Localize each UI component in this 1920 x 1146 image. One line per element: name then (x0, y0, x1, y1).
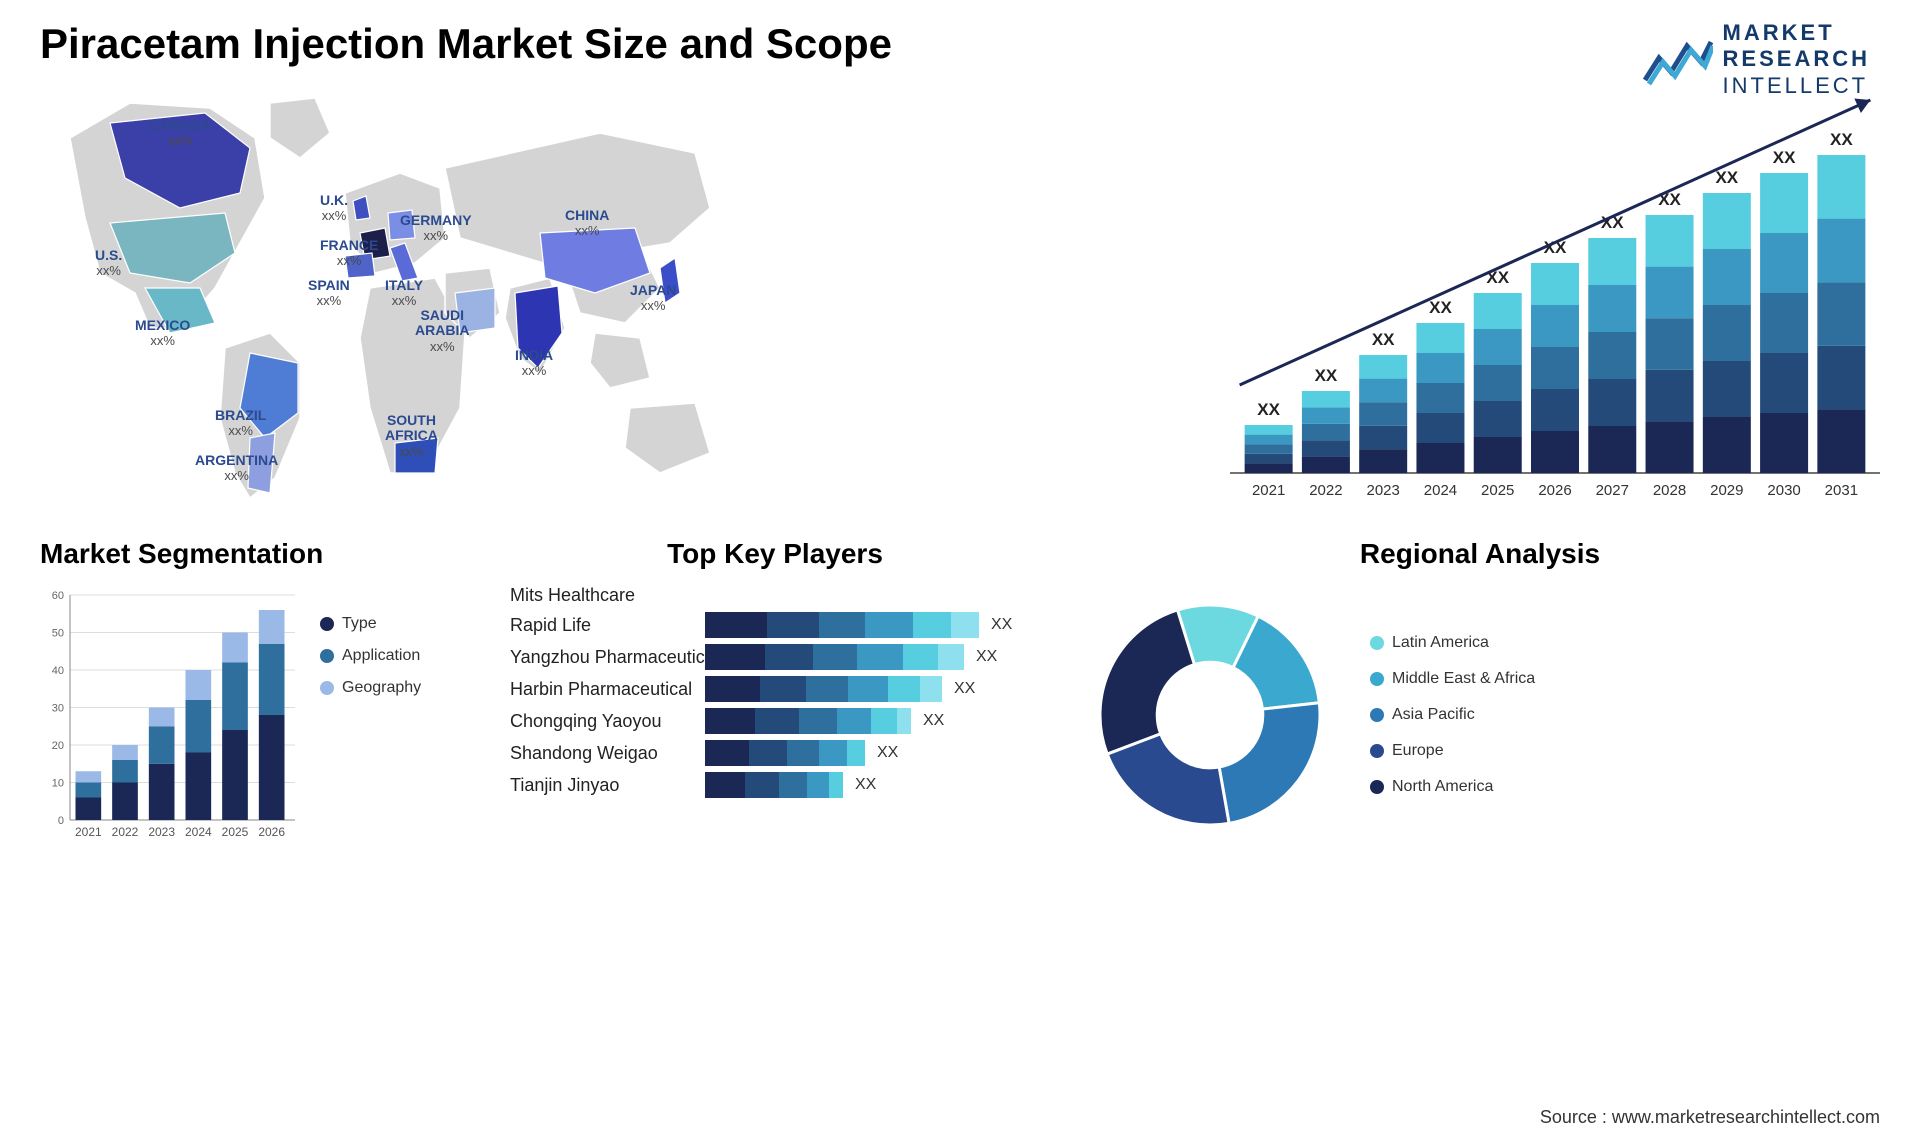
keyplayer-label: Tianjin Jinyao (510, 775, 705, 796)
map-label-mexico: MEXICOxx% (135, 318, 190, 349)
regional-title: Regional Analysis (1080, 538, 1880, 570)
regional-legend-item: Asia Pacific (1370, 706, 1535, 724)
svg-text:2029: 2029 (1710, 482, 1743, 499)
keyplayer-row: Chongqing Yaoyou XX (510, 708, 1040, 734)
segmentation-title: Market Segmentation (40, 538, 470, 570)
svg-text:2027: 2027 (1596, 482, 1629, 499)
svg-text:2022: 2022 (1309, 482, 1342, 499)
svg-text:XX: XX (1773, 148, 1796, 167)
growth-bar-chart: 2021 XX 2022 XX 2023 XX 2024 XX 2025 XX 2026 XX 2027… (1230, 78, 1880, 508)
svg-text:2031: 2031 (1825, 482, 1858, 499)
keyplayer-row: Tianjin Jinyao XX (510, 772, 1040, 798)
keyplayer-label: Harbin Pharmaceutical (510, 679, 705, 700)
keyplayer-row: Mits Healthcare (510, 585, 1040, 606)
svg-text:50: 50 (52, 628, 64, 640)
svg-text:20: 20 (52, 740, 64, 752)
keyplayer-value: XX (855, 776, 876, 794)
map-label-saudiarabia: SAUDIARABIAxx% (415, 308, 469, 354)
map-label-argentina: ARGENTINAxx% (195, 453, 278, 484)
regional-legend-item: Latin America (1370, 634, 1535, 652)
keyplayer-row: Rapid Life XX (510, 612, 1040, 638)
svg-text:XX: XX (1715, 168, 1738, 187)
keyplayer-row: Shandong Weigao XX (510, 740, 1040, 766)
keyplayer-label: Chongqing Yaoyou (510, 711, 705, 732)
svg-text:2024: 2024 (1424, 482, 1457, 499)
svg-text:2024: 2024 (185, 825, 212, 839)
keyplayer-row: Yangzhou Pharmaceutical XX (510, 644, 1040, 670)
svg-text:XX: XX (1372, 330, 1395, 349)
keyplayer-value: XX (923, 712, 944, 730)
svg-text:40: 40 (52, 665, 64, 677)
page-title: Piracetam Injection Market Size and Scop… (40, 20, 1880, 68)
regional-legend-item: Middle East & Africa (1370, 670, 1535, 688)
map-label-germany: GERMANYxx% (400, 213, 472, 244)
map-label-southafrica: SOUTHAFRICAxx% (385, 413, 438, 459)
map-label-brazil: BRAZILxx% (215, 408, 266, 439)
svg-text:10: 10 (52, 778, 64, 790)
map-label-spain: SPAINxx% (308, 278, 350, 309)
svg-text:2023: 2023 (1366, 482, 1399, 499)
segmentation-legend: Type Application Geography (320, 615, 421, 697)
seg-legend-item: Application (320, 647, 421, 665)
source-label: Source : www.marketresearchintellect.com (1540, 1107, 1880, 1128)
svg-text:0: 0 (58, 815, 64, 827)
world-map: CANADAxx% U.S.xx% MEXICOxx% BRAZILxx% ARGENT… (40, 78, 1190, 508)
svg-text:XX: XX (1257, 400, 1280, 419)
svg-text:30: 30 (52, 703, 64, 715)
seg-legend-item: Geography (320, 679, 421, 697)
map-label-uk: U.K.xx% (320, 193, 348, 224)
svg-text:2022: 2022 (112, 825, 139, 839)
svg-text:2025: 2025 (1481, 482, 1514, 499)
svg-text:2023: 2023 (148, 825, 175, 839)
svg-text:2028: 2028 (1653, 482, 1686, 499)
keyplayers-chart: Mits HealthcareRapid LifeXXYangzhou Phar… (510, 585, 1040, 798)
map-label-india: INDIAxx% (515, 348, 553, 379)
regional-legend-item: Europe (1370, 742, 1535, 760)
keyplayer-label: Rapid Life (510, 615, 705, 636)
keyplayer-value: XX (877, 744, 898, 762)
regional-legend: Latin America Middle East & Africa Asia Pa… (1370, 634, 1535, 796)
svg-text:2026: 2026 (1538, 482, 1571, 499)
map-label-italy: ITALYxx% (385, 278, 423, 309)
keyplayer-label: Shandong Weigao (510, 743, 705, 764)
svg-text:2021: 2021 (75, 825, 102, 839)
svg-text:2026: 2026 (258, 825, 285, 839)
seg-legend-item: Type (320, 615, 421, 633)
map-label-us: U.S.xx% (95, 248, 122, 279)
svg-text:2025: 2025 (222, 825, 249, 839)
map-label-canada: CANADAxx% (150, 118, 211, 149)
keyplayer-value: XX (976, 648, 997, 666)
regional-donut-chart (1080, 585, 1340, 845)
svg-text:XX: XX (1830, 130, 1853, 149)
regional-legend-item: North America (1370, 778, 1535, 796)
svg-text:2030: 2030 (1767, 482, 1800, 499)
map-label-china: CHINAxx% (565, 208, 609, 239)
keyplayer-label: Yangzhou Pharmaceutical (510, 647, 705, 668)
keyplayer-row: Harbin Pharmaceutical XX (510, 676, 1040, 702)
map-label-france: FRANCExx% (320, 238, 378, 269)
logo-line2: RESEARCH (1723, 46, 1870, 72)
keyplayers-title: Top Key Players (510, 538, 1040, 570)
keyplayer-value: XX (991, 616, 1012, 634)
logo-line1: MARKET (1723, 20, 1870, 46)
map-label-japan: JAPANxx% (630, 283, 676, 314)
keyplayer-value: XX (954, 680, 975, 698)
segmentation-chart: 0 10 20 30 40 50 60 2021 2022 2023 2024 2025 2026 (40, 585, 300, 845)
svg-text:60: 60 (52, 590, 64, 602)
svg-text:XX: XX (1315, 366, 1338, 385)
keyplayer-label: Mits Healthcare (510, 585, 705, 606)
svg-text:XX: XX (1429, 298, 1452, 317)
svg-text:2021: 2021 (1252, 482, 1285, 499)
